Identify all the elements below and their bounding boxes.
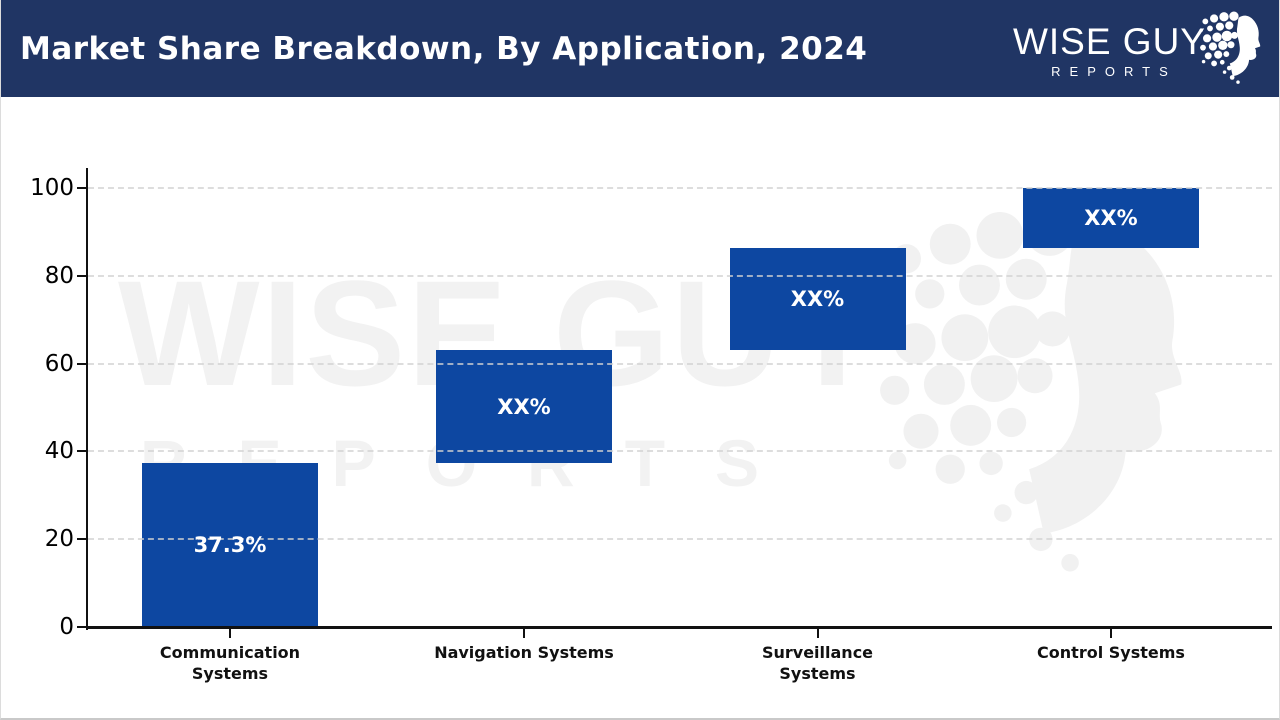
y-tick-mark [77,187,86,189]
x-tick-mark [229,629,231,638]
x-category-label: Surveillance Systems [698,642,938,684]
bar [1023,188,1199,248]
bar [729,247,906,350]
x-tick-mark [1110,629,1112,638]
y-tick-label: 60 [44,350,74,377]
x-category-label-line: Navigation Systems [434,643,614,662]
brand-logo: WISE GUY REPORTS [1013,6,1266,94]
y-tick-label: 80 [44,262,74,289]
header-bar: Market Share Breakdown, By Application, … [0,0,1280,97]
bar [142,463,318,627]
page-title: Market Share Breakdown, By Application, … [20,30,868,67]
gridline [88,274,1272,277]
x-category-label: Communication Systems [110,642,350,684]
y-tick-label: 20 [44,526,74,553]
y-tick-mark [77,538,86,541]
y-tick-label: 0 [59,614,74,640]
x-category-label-line: Systems [779,664,856,683]
x-tick-mark [816,629,819,638]
y-axis-line [86,168,88,630]
x-category-label-line: Communication [159,643,301,662]
gridline [88,450,1272,453]
x-category-label-line: Control Systems [1037,643,1185,662]
x-category-label-line: Systems [191,664,269,683]
y-tick-mark [77,362,86,365]
x-category-label-line: Surveillance [761,643,874,662]
brand-logo-text: WISE GUY REPORTS [1012,20,1206,79]
dotted-head-icon [1196,8,1266,92]
plot-area: 0 20 40 60 80 100 37.3% Communication Systems XX%… [0,97,1280,720]
y-tick-mark [77,274,86,277]
brand-name: WISE GUY [1012,20,1206,62]
x-axis-line [86,626,1272,629]
x-category-label: Navigation Systems [404,642,644,663]
x-category-label: Control Systems [991,642,1231,663]
brand-subtitle: REPORTS [1051,63,1177,79]
y-tick-mark [77,626,86,628]
bar [436,349,612,464]
x-tick-mark [523,629,525,638]
y-tick-label: 40 [44,438,74,465]
y-tick-mark [77,450,86,453]
y-tick-label: 100 [30,175,74,201]
gridline [88,362,1272,365]
